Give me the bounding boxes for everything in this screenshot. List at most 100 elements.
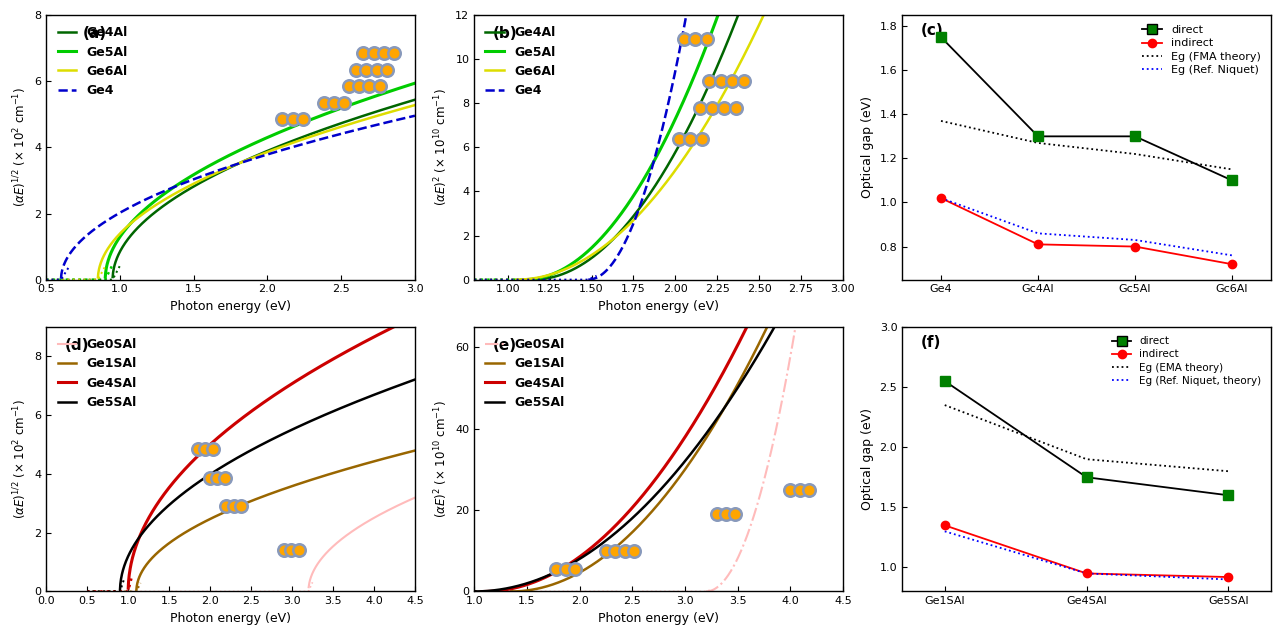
Line: Ge5SAl: Ge5SAl [474, 193, 842, 591]
Ge4 [615, 242, 631, 249]
Legend: direct, indirect, Eg (FMA theory), Eg (Ref. Niquet): direct, indirect, Eg (FMA theory), Eg (R… [1137, 20, 1265, 80]
Text: (f): (f) [920, 335, 941, 350]
Text: (a): (a) [83, 25, 108, 41]
Ge4 [326, 132, 341, 139]
Ge1SAl [224, 505, 240, 513]
Ge5SAl [504, 583, 519, 591]
Ge0SAl [341, 530, 356, 537]
Legend: Ge4Al, Ge5Al, Ge6Al, Ge4: Ge4Al, Ge5Al, Ge6Al, Ge4 [53, 22, 132, 102]
Line: Ge6Al: Ge6Al [97, 105, 415, 277]
Y-axis label: $(\alpha E)^2$ ($\times$ 10$^{10}$ cm$^{-1}$): $(\alpha E)^2$ ($\times$ 10$^{10}$ cm$^{… [432, 88, 450, 206]
Ge1SAl [212, 511, 227, 518]
Ge4SAl [719, 361, 735, 369]
Ge5Al [615, 207, 631, 214]
Line: Ge4Al: Ge4Al [113, 100, 415, 277]
Ge5SAl [719, 399, 735, 407]
Ge4SAl [615, 514, 631, 522]
Ge5SAl [629, 510, 645, 518]
Line: Ge5Al: Ge5Al [524, 0, 842, 280]
Ge5Al [292, 120, 308, 128]
Y-axis label: Optical gap (eV): Optical gap (eV) [862, 97, 874, 198]
Ge4 [187, 175, 203, 183]
X-axis label: Photon energy (eV): Photon energy (eV) [599, 300, 719, 313]
Ge5Al [187, 170, 203, 177]
Ge4SAl [224, 422, 240, 430]
Ge5SAl [835, 189, 850, 197]
Ge4 [76, 234, 91, 242]
Y-axis label: $(\alpha E)^{1/2}$ ($\times$ 10$^2$ cm$^{-1}$): $(\alpha E)^{1/2}$ ($\times$ 10$^2$ cm$^… [12, 399, 28, 520]
Ge4Al [201, 174, 217, 182]
Ge0SAl [719, 572, 735, 580]
Y-axis label: $(\alpha E)^{1/2}$ ($\times$ 10$^2$ cm$^{-1}$): $(\alpha E)^{1/2}$ ($\times$ 10$^2$ cm$^… [12, 87, 28, 207]
Ge6Al [408, 101, 423, 109]
Ge4 [408, 112, 423, 120]
Ge5Al [333, 105, 349, 113]
Ge4SAl [341, 347, 356, 354]
Ge5Al [629, 187, 645, 195]
Text: (e): (e) [492, 338, 517, 352]
Ge4SAl [754, 293, 769, 300]
Ge6Al [719, 83, 735, 91]
Line: Ge4: Ge4 [62, 116, 415, 279]
Ge4SAl [504, 585, 519, 593]
Legend: direct, indirect, Eg (EMA theory), Eg (Ref. Niquet, theory): direct, indirect, Eg (EMA theory), Eg (R… [1108, 332, 1265, 390]
Ge6Al [754, 15, 769, 23]
Ge1SAl [341, 465, 356, 473]
Ge4 [629, 211, 645, 219]
Ge4SAl [760, 278, 776, 286]
Ge4SAl [335, 350, 350, 357]
Ge1SAl [754, 335, 769, 342]
Ge1SAl [615, 537, 631, 544]
Ge4Al [629, 208, 645, 216]
Ge5SAl [212, 464, 227, 472]
Ge5SAl [760, 334, 776, 342]
Ge1SAl [629, 524, 645, 532]
Ge0SAl [305, 570, 320, 577]
Ge5SAl [615, 522, 631, 530]
Line: Ge0SAl: Ge0SAl [706, 0, 842, 591]
Line: Ge0SAl: Ge0SAl [309, 497, 415, 587]
Ge4Al [292, 134, 308, 142]
Ge4Al [615, 225, 631, 232]
Ge5SAl [113, 577, 128, 585]
Y-axis label: $(\alpha E)^2$ ($\times$ 10$^{10}$ cm$^{-1}$): $(\alpha E)^2$ ($\times$ 10$^{10}$ cm$^{… [432, 401, 450, 518]
Legend: Ge0SAl, Ge1SAl, Ge4SAl, Ge5SAl: Ge0SAl, Ge1SAl, Ge4SAl, Ge5SAl [481, 333, 569, 414]
Ge5Al [408, 80, 423, 87]
Ge4 [201, 170, 217, 177]
X-axis label: Photon energy (eV): Photon energy (eV) [599, 612, 719, 625]
Ge4Al [187, 182, 203, 190]
Ge4SAl [629, 499, 645, 506]
Text: (b): (b) [492, 25, 517, 41]
Ge1SAl [305, 476, 320, 483]
Ge1SAl [335, 466, 350, 474]
Ge4Al [719, 38, 735, 46]
Line: Ge1SAl: Ge1SAl [512, 148, 842, 591]
Ge1SAl [408, 446, 423, 454]
Ge1SAl [719, 399, 735, 406]
X-axis label: Photon energy (eV): Photon energy (eV) [171, 300, 291, 313]
Line: Ge5SAl: Ge5SAl [121, 380, 415, 589]
Ge6Al [201, 172, 217, 180]
Ge6Al [292, 137, 308, 144]
Line: Ge4SAl: Ge4SAl [485, 97, 842, 591]
Text: (c): (c) [920, 23, 944, 38]
Ge0SAl [408, 494, 423, 501]
Ge4 [333, 130, 349, 138]
Ge6Al [326, 125, 341, 133]
Ge4Al [333, 120, 349, 127]
Text: (d): (d) [64, 338, 90, 352]
Legend: Ge0SAl, Ge1SAl, Ge4SAl, Ge5SAl: Ge0SAl, Ge1SAl, Ge4SAl, Ge5SAl [53, 333, 141, 414]
Ge0SAl [335, 534, 350, 542]
Ge6Al [333, 123, 349, 131]
Ge4 [292, 141, 308, 149]
Ge4SAl [408, 313, 423, 321]
Ge0SAl [754, 485, 769, 493]
Line: Ge4: Ge4 [588, 0, 842, 280]
Line: Ge4SAl: Ge4SAl [128, 317, 415, 588]
Line: Ge1SAl: Ge1SAl [136, 450, 415, 590]
Ge5SAl [224, 457, 240, 465]
Ge0SAl [760, 459, 776, 467]
Ge5Al [201, 162, 217, 170]
Ge4SAl [212, 432, 227, 440]
Line: Ge5Al: Ge5Al [105, 83, 415, 277]
